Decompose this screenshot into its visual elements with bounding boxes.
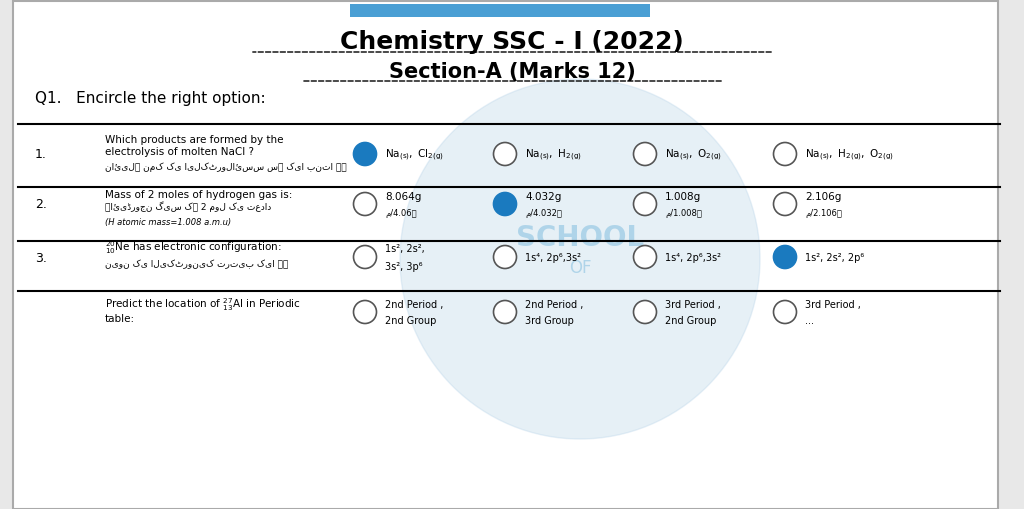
Text: Mass of 2 moles of hydrogen gas is:: Mass of 2 moles of hydrogen gas is:	[105, 190, 293, 200]
Text: م/4.06۔: م/4.06۔	[385, 209, 417, 218]
Text: $\mathrm{Na_{(s)},\ O_{2(g)}}$: $\mathrm{Na_{(s)},\ O_{2(g)}}$	[665, 147, 722, 162]
Circle shape	[494, 246, 516, 269]
Text: 1s², 2s², 2p⁶: 1s², 2s², 2p⁶	[805, 252, 864, 263]
Text: 3rd Period ,: 3rd Period ,	[805, 299, 861, 309]
Text: 1s⁴, 2p⁶,3s²: 1s⁴, 2p⁶,3s²	[525, 252, 581, 263]
Text: 1.008g: 1.008g	[665, 191, 701, 202]
Circle shape	[400, 80, 760, 439]
Text: 2.106g: 2.106g	[805, 191, 842, 202]
Text: Q1.   Encircle the right option:: Q1. Encircle the right option:	[35, 90, 265, 105]
Text: ہائیڈروجن گیس کے 2 مول کی تعداد: ہائیڈروجن گیس کے 2 مول کی تعداد	[105, 201, 271, 212]
Text: 2nd Period ,: 2nd Period ,	[385, 299, 443, 309]
Circle shape	[494, 193, 516, 216]
Text: Chemistry SSC - I (2022): Chemistry SSC - I (2022)	[340, 30, 684, 54]
Text: 4.032g: 4.032g	[525, 191, 561, 202]
Circle shape	[494, 301, 516, 324]
Text: م/4.032۔: م/4.032۔	[525, 209, 562, 218]
Text: table:: table:	[105, 314, 135, 323]
Text: 1s², 2s²,: 1s², 2s²,	[385, 243, 425, 253]
Circle shape	[634, 143, 656, 166]
Text: 2nd Group: 2nd Group	[385, 316, 436, 325]
Circle shape	[773, 246, 797, 269]
Text: $^{20}_{10}$Ne has electronic configuration:: $^{20}_{10}$Ne has electronic configurat…	[105, 239, 282, 256]
Text: نائیلہ نمک کی ایلکٹرولائسس سے کیا بنتا ہے: نائیلہ نمک کی ایلکٹرولائسس سے کیا بنتا ہ…	[105, 162, 347, 172]
Text: $\mathrm{Na_{(s)},\ Cl_{2(g)}}$: $\mathrm{Na_{(s)},\ Cl_{2(g)}}$	[385, 147, 444, 162]
Text: 3rd Period ,: 3rd Period ,	[665, 299, 721, 309]
Circle shape	[634, 193, 656, 216]
Circle shape	[494, 143, 516, 166]
Circle shape	[353, 193, 377, 216]
Text: SCHOOL: SCHOOL	[516, 223, 644, 251]
Text: 8.064g: 8.064g	[385, 191, 421, 202]
Text: OF: OF	[568, 259, 591, 276]
Text: م/1.008۔: م/1.008۔	[665, 209, 701, 218]
Text: Predict the location of $^{27}_{13}$Al in Periodic: Predict the location of $^{27}_{13}$Al i…	[105, 296, 301, 313]
Text: 1.: 1.	[35, 148, 47, 161]
Circle shape	[773, 301, 797, 324]
Text: م/2.106۔: م/2.106۔	[805, 209, 842, 218]
Text: 2nd Period ,: 2nd Period ,	[525, 299, 584, 309]
Text: 2.: 2.	[35, 197, 47, 210]
Text: Section-A (Marks 12): Section-A (Marks 12)	[389, 62, 635, 82]
Circle shape	[353, 301, 377, 324]
Text: 3.: 3.	[35, 251, 47, 264]
FancyBboxPatch shape	[13, 2, 998, 509]
Text: $\mathrm{Na_{(s)},\ H_{2(g)}}$: $\mathrm{Na_{(s)},\ H_{2(g)}}$	[525, 147, 582, 162]
Text: Which products are formed by the: Which products are formed by the	[105, 135, 284, 145]
Circle shape	[773, 193, 797, 216]
Text: electrolysis of molten NaCl ?: electrolysis of molten NaCl ?	[105, 147, 254, 157]
Text: 3rd Group: 3rd Group	[525, 316, 573, 325]
FancyBboxPatch shape	[350, 5, 650, 18]
Text: $\mathrm{Na_{(s)},\ H_{2(g)},\ O_{2(g)}}$: $\mathrm{Na_{(s)},\ H_{2(g)},\ O_{2(g)}}…	[805, 147, 894, 162]
Circle shape	[353, 246, 377, 269]
Circle shape	[634, 246, 656, 269]
Text: 1s⁴, 2p⁶,3s²: 1s⁴, 2p⁶,3s²	[665, 252, 721, 263]
Text: نیون کی الیکٹرونیک ترتیب کیا ہے: نیون کی الیکٹرونیک ترتیب کیا ہے	[105, 259, 288, 268]
Circle shape	[773, 143, 797, 166]
Circle shape	[634, 301, 656, 324]
Text: ...: ...	[805, 316, 814, 325]
Text: (H atomic mass=1.008 a.m.u): (H atomic mass=1.008 a.m.u)	[105, 217, 231, 226]
Text: 2nd Group: 2nd Group	[665, 316, 717, 325]
Circle shape	[353, 143, 377, 166]
Text: 3s², 3p⁶: 3s², 3p⁶	[385, 262, 423, 271]
